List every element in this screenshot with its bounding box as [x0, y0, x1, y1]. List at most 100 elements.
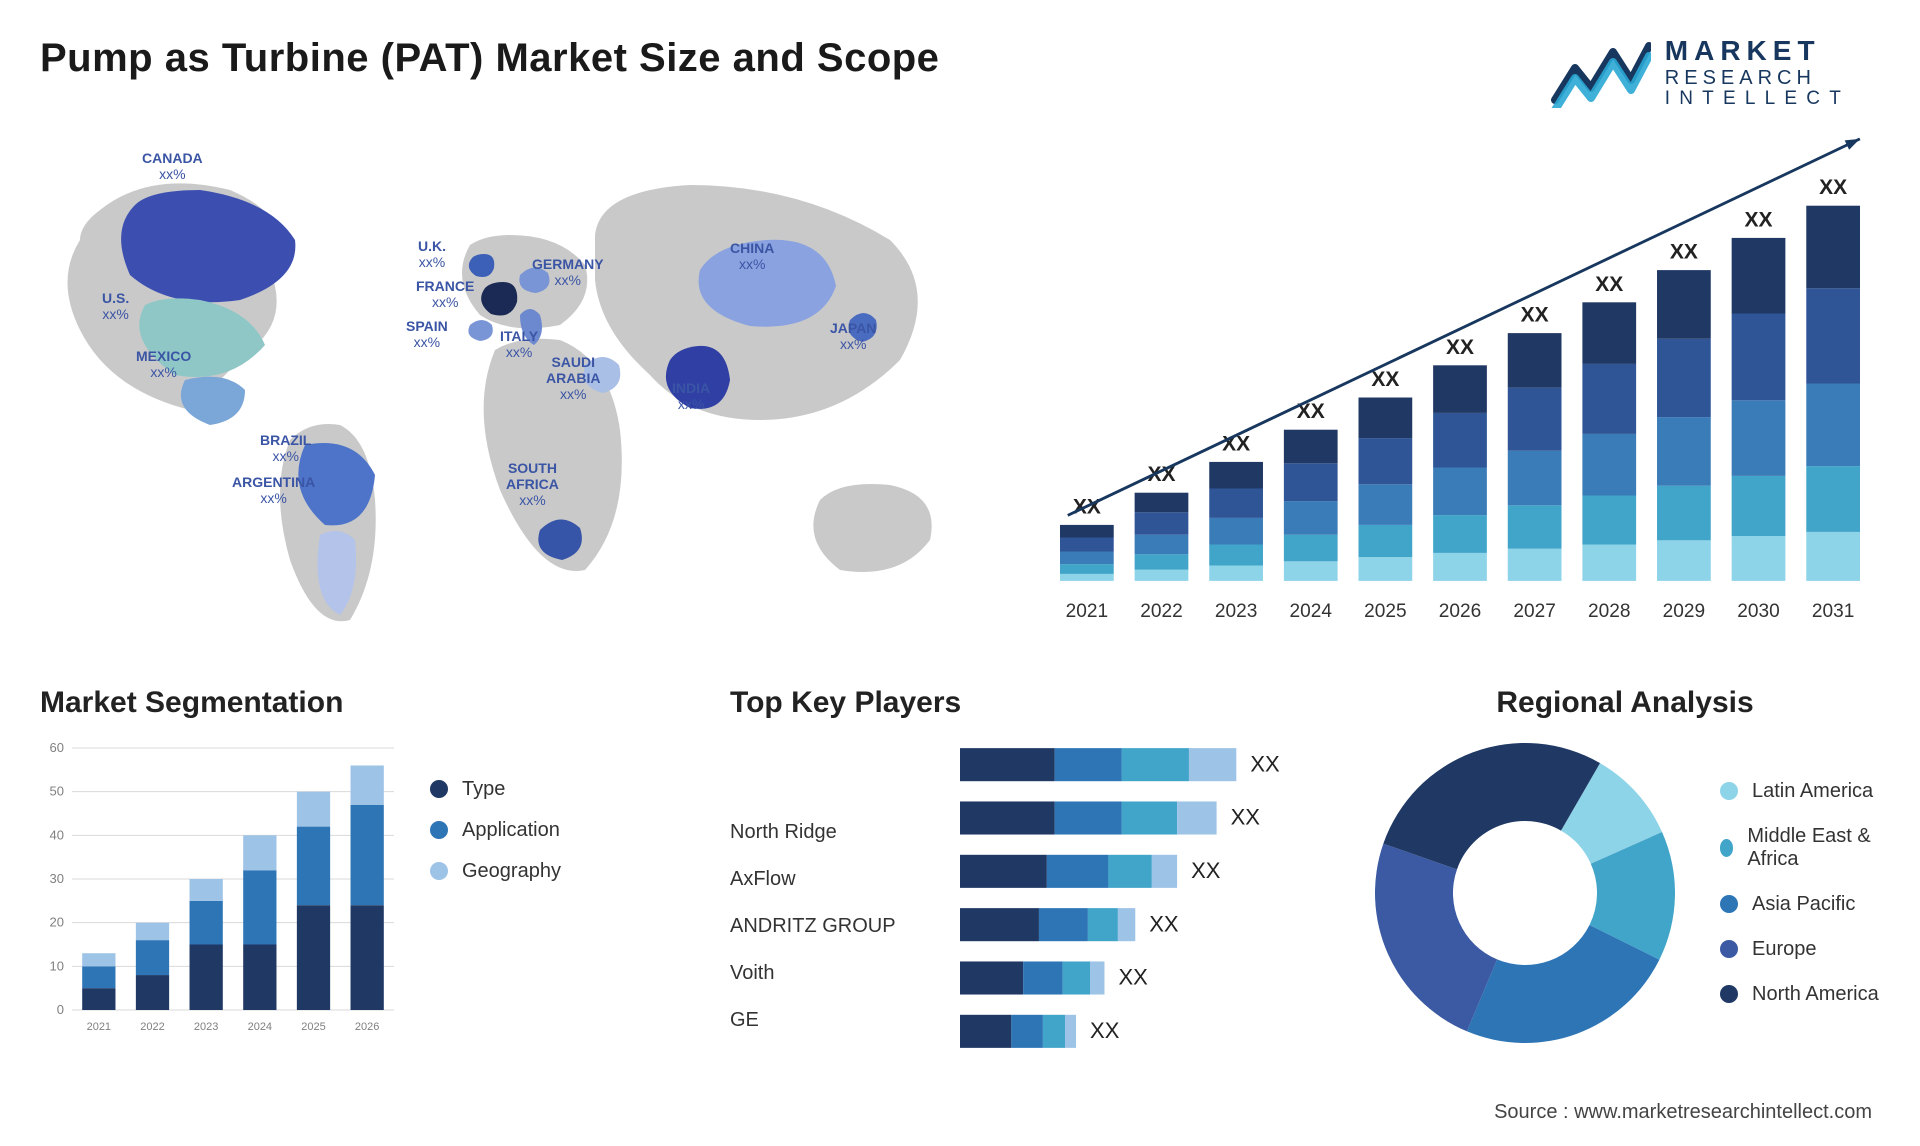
map-label-argentina: ARGENTINAxx% — [232, 474, 315, 506]
forecast-bar-label: XX — [1446, 336, 1474, 359]
segmentation-legend: Type Application Geography — [430, 778, 561, 1038]
legend-label: Asia Pacific — [1752, 893, 1855, 916]
map-label-name: JAPAN — [830, 320, 876, 336]
logo-line-1: MARKET — [1665, 36, 1850, 67]
map-label-pct: xx% — [546, 386, 600, 402]
map-label-name: U.K. — [418, 238, 446, 254]
forecast-bar-label: XX — [1670, 240, 1698, 263]
map-label-name: MEXICO — [136, 348, 191, 364]
segmentation-chart: 0102030405060202120222023202420252026 — [40, 738, 400, 1038]
player-bar-value: XX — [1191, 858, 1221, 883]
legend-swatch — [430, 862, 448, 880]
map-label-name: SAUDI ARABIA — [546, 354, 600, 386]
regional-legend-item: Latin America — [1720, 780, 1880, 803]
forecast-bar-label: XX — [1595, 273, 1623, 296]
map-label-brazil: BRAZILxx% — [260, 432, 311, 464]
legend-label: Application — [462, 819, 560, 842]
segmentation-panel: Market Segmentation 01020304050602021202… — [40, 686, 680, 1058]
legend-swatch — [430, 821, 448, 839]
segmentation-title: Market Segmentation — [40, 686, 680, 720]
segmentation-category: 2021 — [87, 1021, 111, 1033]
legend-label: Type — [462, 778, 505, 801]
regional-legend-item: Asia Pacific — [1720, 893, 1880, 916]
map-label-pct: xx% — [506, 492, 559, 508]
player-name: Voith — [730, 950, 940, 997]
map-label-china: CHINAxx% — [730, 240, 774, 272]
regional-panel: Regional Analysis Latin America Middle Ea… — [1370, 686, 1880, 1058]
logo-icon — [1551, 38, 1651, 108]
svg-text:40: 40 — [50, 827, 64, 842]
map-label-name: CANADA — [142, 150, 203, 166]
map-label-name: BRAZIL — [260, 432, 311, 448]
map-label-pct: xx% — [142, 166, 203, 182]
forecast-category-label: 2025 — [1364, 601, 1406, 622]
forecast-chart-svg: XX2021XX2022XX2023XX2024XX2025XX2026XX20… — [1040, 130, 1880, 650]
regional-legend-item: North America — [1720, 983, 1880, 1006]
legend-swatch — [1720, 895, 1738, 913]
map-label-pct: xx% — [500, 344, 538, 360]
page-title: Pump as Turbine (PAT) Market Size and Sc… — [40, 36, 939, 81]
svg-text:10: 10 — [50, 958, 64, 973]
map-label-name: SOUTH AFRICA — [506, 460, 559, 492]
player-bar-value: XX — [1118, 964, 1148, 989]
map-label-name: INDIA — [672, 380, 710, 396]
forecast-category-label: 2023 — [1215, 601, 1257, 622]
map-label-pct: xx% — [260, 448, 311, 464]
logo-line-2: RESEARCH — [1665, 67, 1850, 89]
forecast-category-label: 2030 — [1737, 601, 1779, 622]
map-label-pct: xx% — [532, 272, 604, 288]
forecast-bar-label: XX — [1819, 176, 1847, 199]
segmentation-legend-item: Geography — [430, 860, 561, 883]
map-label-name: CHINA — [730, 240, 774, 256]
player-name: AxFlow — [730, 856, 940, 903]
legend-swatch — [430, 780, 448, 798]
map-label-name: ARGENTINA — [232, 474, 315, 490]
segmentation-category: 2023 — [194, 1021, 218, 1033]
regional-title: Regional Analysis — [1370, 686, 1880, 720]
source-line: Source : www.marketresearchintellect.com — [1494, 1101, 1872, 1124]
donut-slice-north-america — [1383, 743, 1600, 869]
map-label-pct: xx% — [406, 334, 448, 350]
player-bar-value: XX — [1231, 804, 1261, 829]
legend-label: North America — [1752, 983, 1879, 1006]
players-panel: Top Key Players North RidgeAxFlowANDRITZ… — [730, 686, 1320, 1058]
map-label-japan: JAPANxx% — [830, 320, 876, 352]
bottom-row: Market Segmentation 01020304050602021202… — [40, 686, 1880, 1058]
map-label-france: FRANCExx% — [416, 278, 474, 310]
forecast-bar-label: XX — [1745, 208, 1773, 231]
player-name: ANDRITZ GROUP — [730, 903, 940, 950]
map-label-u-k-: U.K.xx% — [418, 238, 446, 270]
players-chart-svg: XXXXXXXXXXXX — [960, 738, 1320, 1058]
regional-legend: Latin America Middle East & Africa Asia Pa… — [1720, 780, 1880, 1006]
map-label-pct: xx% — [730, 256, 774, 272]
legend-label: Europe — [1752, 938, 1817, 961]
player-bar-value: XX — [1250, 751, 1280, 776]
header: Pump as Turbine (PAT) Market Size and Sc… — [40, 36, 1880, 110]
map-label-pct: xx% — [418, 254, 446, 270]
forecast-chart-panel: XX2021XX2022XX2023XX2024XX2025XX2026XX20… — [1040, 130, 1880, 650]
legend-label: Middle East & Africa — [1747, 825, 1880, 871]
map-label-name: SPAIN — [406, 318, 448, 334]
svg-text:50: 50 — [50, 783, 64, 798]
map-label-pct: xx% — [830, 336, 876, 352]
forecast-category-label: 2026 — [1439, 601, 1481, 622]
map-label-spain: SPAINxx% — [406, 318, 448, 350]
svg-text:0: 0 — [57, 1002, 64, 1017]
logo: MARKET RESEARCH INTELLECT — [1551, 36, 1880, 110]
map-label-name: GERMANY — [532, 256, 604, 272]
legend-label: Latin America — [1752, 780, 1873, 803]
forecast-category-label: 2031 — [1812, 601, 1854, 622]
segmentation-legend-item: Type — [430, 778, 561, 801]
forecast-category-label: 2021 — [1066, 601, 1108, 622]
map-label-pct: xx% — [232, 490, 315, 506]
segmentation-category: 2024 — [248, 1021, 272, 1033]
map-label-mexico: MEXICOxx% — [136, 348, 191, 380]
forecast-bar-label: XX — [1371, 368, 1399, 391]
logo-text: MARKET RESEARCH INTELLECT — [1665, 36, 1850, 110]
top-row: CANADAxx%U.S.xx%MEXICOxx%BRAZILxx%ARGENT… — [40, 130, 1880, 650]
player-name: GE — [730, 997, 940, 1044]
segmentation-chart-svg: 0102030405060202120222023202420252026 — [40, 738, 400, 1038]
players-names: North RidgeAxFlowANDRITZ GROUPVoithGE — [730, 738, 940, 1058]
players-title: Top Key Players — [730, 686, 1320, 720]
player-name: North Ridge — [730, 809, 940, 856]
